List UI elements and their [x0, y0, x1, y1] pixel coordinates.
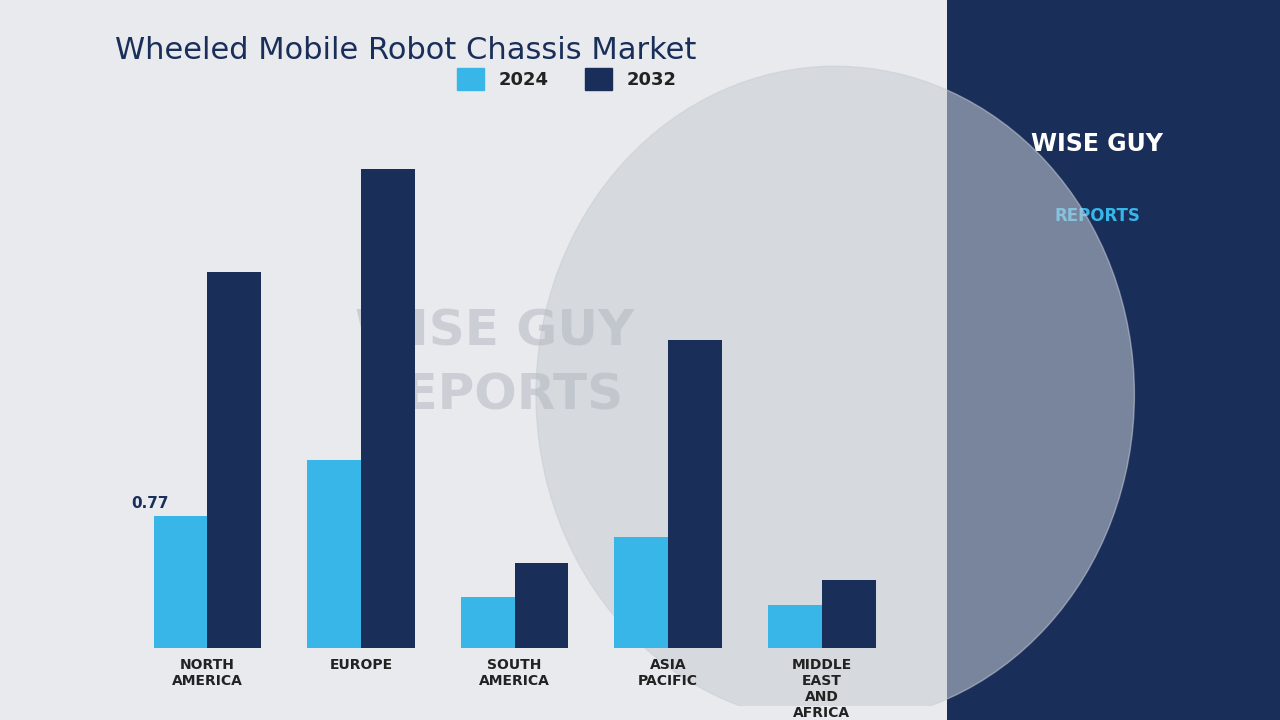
Bar [154, 516, 207, 648]
Bar [515, 562, 568, 648]
Bar [668, 340, 722, 648]
Legend: 2024, 2032: 2024, 2032 [451, 60, 684, 97]
Bar [307, 460, 361, 648]
Text: 0.77: 0.77 [131, 496, 169, 510]
Bar [614, 537, 668, 648]
Bar [768, 606, 822, 648]
Ellipse shape [536, 66, 1134, 720]
Text: WISE GUY: WISE GUY [1030, 132, 1164, 156]
Text: WISE GUY
REPORTS: WISE GUY REPORTS [355, 308, 634, 419]
Bar [822, 580, 876, 648]
Text: REPORTS: REPORTS [1053, 207, 1140, 225]
Text: Wheeled Mobile Robot Chassis Market: Wheeled Mobile Robot Chassis Market [115, 36, 696, 65]
Bar [361, 169, 415, 648]
Bar [461, 597, 515, 648]
Bar [207, 271, 261, 648]
